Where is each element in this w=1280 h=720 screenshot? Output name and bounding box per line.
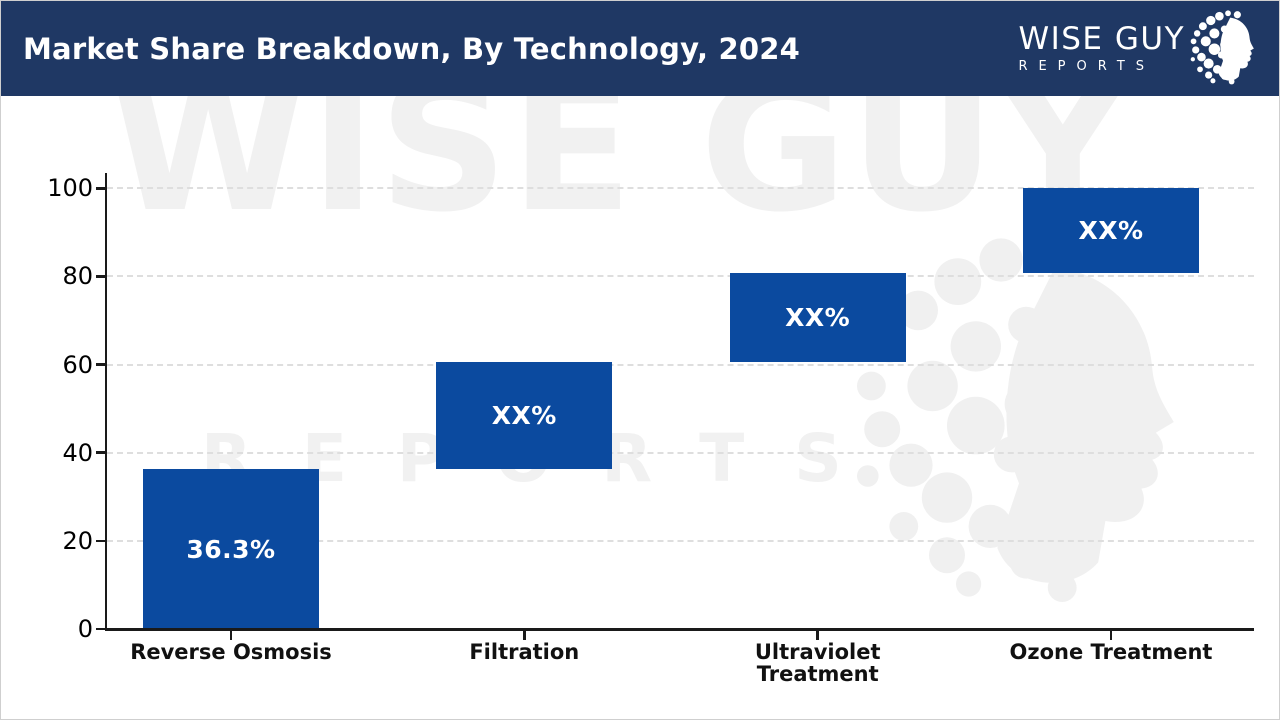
y-axis-tick [96,451,105,454]
bar-ultraviolet-treatment: XX% [729,273,906,363]
y-axis-tick [96,275,105,278]
bar-value-label: XX% [1078,216,1144,246]
gridline [107,275,1254,278]
gridline [107,451,1254,454]
y-axis-tick [96,627,105,631]
bar-ozone-treatment: XX% [1023,188,1199,274]
x-tick-label: Ozone Treatment [1009,640,1213,664]
y-axis-tick [96,539,105,543]
wiseguy-logo: WISE GUY REPORTS [1018,9,1259,88]
logo-wordmark: WISE GUY [1018,21,1185,57]
y-tick-label: 40 [62,438,93,467]
bar-reverse-osmosis: 36.3% [143,469,319,629]
x-axis-tick [523,631,526,640]
y-axis-tick [96,187,105,190]
y-tick-label: 100 [47,174,93,203]
wiseguy-logo-text: WISE GUY REPORTS [1018,21,1185,74]
gridline [107,187,1254,190]
page-title: Market Share Breakdown, By Technology, 2… [23,31,801,66]
chart-area: WISE GUY REPORTS 02040608010036.3%Revers… [1,58,1279,719]
bar-filtration: XX% [436,362,613,470]
x-axis [104,627,1254,631]
header-bar: Market Share Breakdown, By Technology, 2… [1,1,1279,96]
x-tick-label: Reverse Osmosis [130,640,332,664]
bar-value-label: XX% [491,401,557,431]
logo-subtitle: REPORTS [1018,59,1156,74]
gridline [107,363,1254,366]
bar-value-label: XX% [785,303,851,333]
x-axis-tick [1109,631,1113,640]
x-axis-tick [816,631,819,640]
y-tick-label: 60 [62,350,93,379]
y-axis-tick [96,363,105,366]
y-tick-label: 0 [77,615,93,643]
y-axis [104,173,107,631]
y-tick-label: 20 [62,526,93,555]
y-tick-label: 80 [62,262,93,291]
gridline [107,539,1254,542]
x-axis-tick [229,631,233,640]
x-tick-label: Ultraviolet Treatment [754,640,881,687]
wiseguy-head-icon [1190,10,1254,85]
x-tick-label: Filtration [469,640,580,664]
bar-value-label: 36.3% [186,534,276,564]
